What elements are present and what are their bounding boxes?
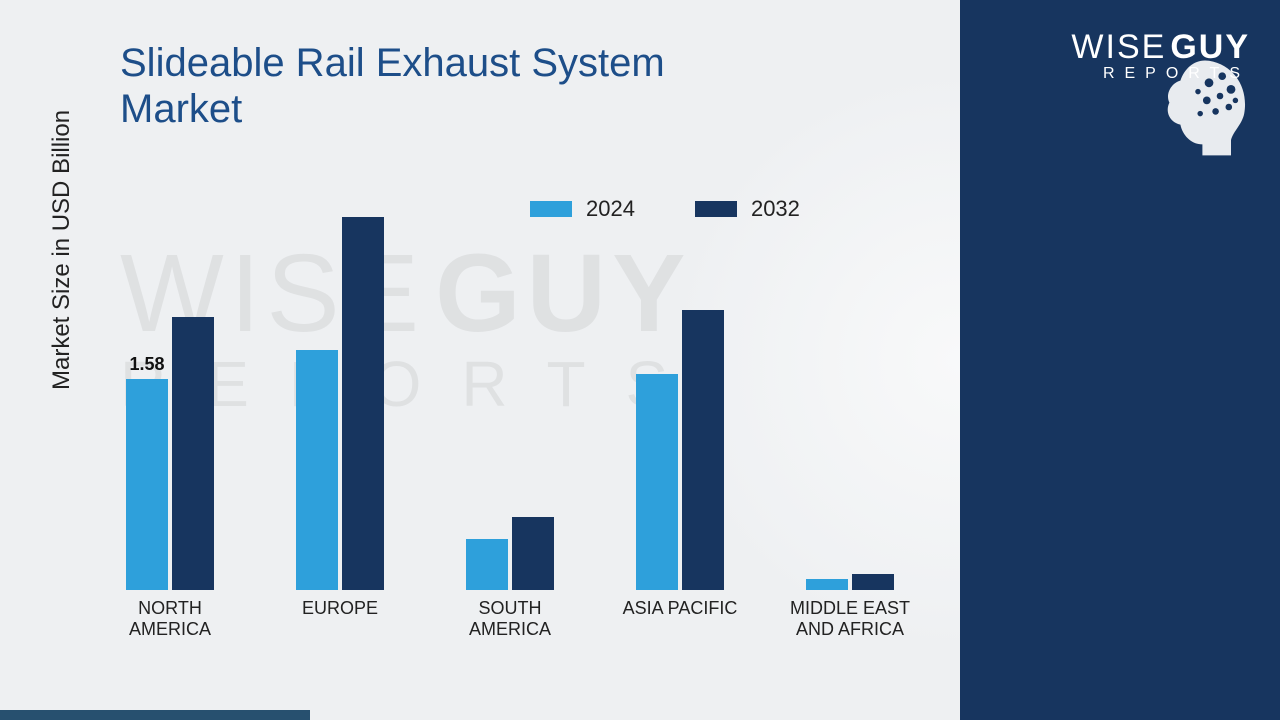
brain-head-icon (1138, 52, 1258, 162)
bar (852, 574, 894, 590)
x-axis-label: NORTH AMERICA (100, 598, 240, 639)
bar (636, 374, 678, 590)
bar (172, 317, 214, 590)
brand-logo: WISEGUY REPORTS (1071, 28, 1250, 83)
bar (682, 310, 724, 590)
bar (342, 217, 384, 590)
bar-chart: 1.58NORTH AMERICAEUROPESOUTH AMERICAASIA… (100, 190, 920, 590)
bar (806, 579, 848, 590)
x-axis-label: SOUTH AMERICA (440, 598, 580, 639)
bar (466, 539, 508, 590)
x-axis-label: EUROPE (270, 598, 410, 619)
bar-value-label: 1.58 (129, 354, 164, 375)
footer-accent-bar (0, 710, 310, 720)
bar (512, 517, 554, 590)
chart-canvas: WISEGUY REPORTS Slideable Rail Exhaust S… (0, 0, 1280, 720)
bar (296, 350, 338, 590)
y-axis-label: Market Size in USD Billion (48, 110, 76, 390)
x-axis-label: MIDDLE EAST AND AFRICA (780, 598, 920, 639)
bar (126, 379, 168, 590)
chart-title: Slideable Rail Exhaust System Market (120, 40, 760, 132)
x-axis-label: ASIA PACIFIC (610, 598, 750, 619)
